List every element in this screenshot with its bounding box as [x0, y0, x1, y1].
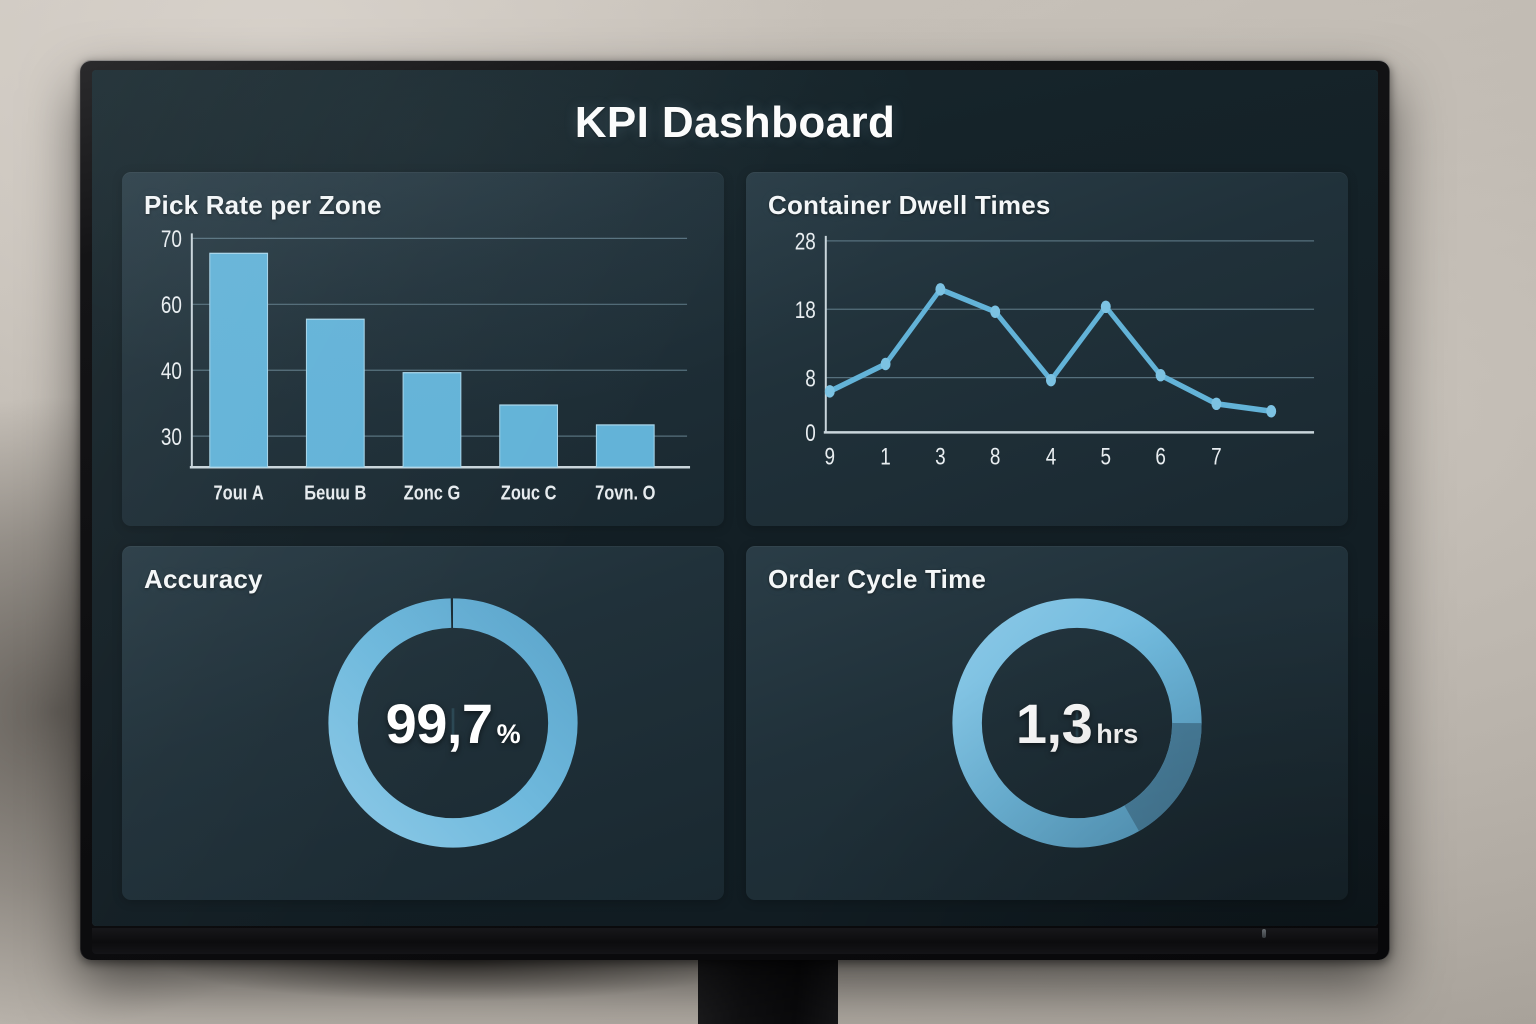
line-chart-x-ticks: 9 1 3 8 4 5 6 7 [825, 444, 1222, 470]
kpi-dashboard: KPI Dashboard Pick Rate per Zone [92, 70, 1378, 926]
card-order-cycle-time[interactable]: Order Cycle Time [746, 546, 1348, 900]
accuracy-value: 99,7% [386, 691, 521, 756]
card-container-dwell[interactable]: Container Dwell Times [746, 172, 1348, 526]
bar-zone-2 [305, 318, 365, 468]
svg-text:0: 0 [805, 420, 816, 446]
bar-chart-bars [209, 252, 655, 468]
accuracy-number: 99,7 [385, 691, 494, 755]
accuracy-gauge-center: 99,7% [319, 589, 587, 857]
bar-chart-plot: 70 60 40 30 [144, 221, 702, 507]
card-pick-rate[interactable]: Pick Rate per Zone [122, 172, 724, 526]
card-title-accuracy: Accuracy [144, 564, 263, 594]
monitor-bezel: KPI Dashboard Pick Rate per Zone [92, 70, 1378, 926]
bar-chart-y-ticks: 70 60 40 30 [161, 226, 182, 450]
bar-chart-x-categories: 7ouι A Бeuɯ B Zonc G Zouc C 7ovn. O [214, 481, 656, 504]
dashboard-grid: Pick Rate per Zone [122, 172, 1348, 900]
cycle-time-number: 1,3 [1015, 691, 1093, 755]
cycle-time-gauge: 1,3 hrs [943, 589, 1211, 857]
accuracy-gauge-svg [328, 598, 578, 848]
line-x-label: 6 [1155, 444, 1166, 470]
card-title-container-dwell: Container Dwell Times [768, 190, 1051, 220]
bar-category-label: Zonc G [404, 481, 461, 504]
bar-zone-1 [209, 252, 269, 468]
cycle-time-value: 1,3 hrs [1016, 691, 1138, 756]
bar-category-label: Zouc C [501, 481, 557, 504]
line-chart-gridlines [825, 240, 1315, 379]
bar-zone-3 [402, 372, 462, 468]
monitor: KPI Dashboard Pick Rate per Zone [80, 60, 1390, 960]
line-chart-y-ticks: 28 18 8 0 [795, 229, 816, 447]
card-title-order-cycle-time: Order Cycle Time [768, 564, 987, 594]
card-title-pick-rate: Pick Rate per Zone [144, 190, 382, 220]
svg-text:60: 60 [161, 292, 182, 318]
page-title: KPI Dashboard [574, 98, 896, 147]
accuracy-gauge: 99,7% [319, 589, 587, 857]
cycle-time-unit: hrs [1096, 718, 1139, 749]
accuracy-gauge-arc [328, 598, 578, 848]
bar-chart-svg: 70 60 40 30 [161, 226, 691, 504]
svg-text:8: 8 [805, 365, 816, 391]
line-x-label: 7 [1211, 444, 1222, 470]
line-x-label: 3 [935, 444, 946, 470]
line-chart-series [827, 286, 1274, 415]
cycle-time-gauge-svg [952, 598, 1202, 848]
accuracy-unit: % [496, 718, 521, 749]
card-accuracy[interactable]: Accuracy [122, 546, 724, 900]
svg-text:40: 40 [161, 358, 182, 384]
monitor-chin [92, 928, 1378, 954]
line-chart-plot: 28 18 8 0 [768, 221, 1326, 507]
line-x-label: 5 [1101, 444, 1112, 470]
monitor-stand [698, 958, 838, 1024]
bar-zone-5 [595, 424, 655, 468]
cycle-time-gauge-track [952, 598, 1202, 848]
bar-zone-4 [499, 404, 559, 468]
line-chart-svg: 28 18 8 0 [795, 229, 1315, 470]
line-x-label: 4 [1046, 444, 1057, 470]
line-x-label: 1 [880, 444, 891, 470]
line-x-label: 9 [825, 444, 836, 470]
bar-category-label: Бeuɯ B [304, 481, 366, 504]
monitor-screen: KPI Dashboard Pick Rate per Zone [92, 70, 1378, 926]
power-led-icon [1262, 929, 1266, 938]
bar-category-label: 7ouι A [214, 481, 264, 504]
cycle-time-gauge-center: 1,3 hrs [943, 589, 1211, 857]
svg-text:28: 28 [795, 229, 816, 255]
svg-text:30: 30 [161, 424, 182, 450]
line-x-label: 8 [990, 444, 1001, 470]
line-chart-markers [824, 283, 1277, 418]
bar-category-label: 7ovn. O [595, 481, 655, 504]
svg-text:70: 70 [161, 226, 182, 252]
svg-text:18: 18 [795, 297, 816, 323]
